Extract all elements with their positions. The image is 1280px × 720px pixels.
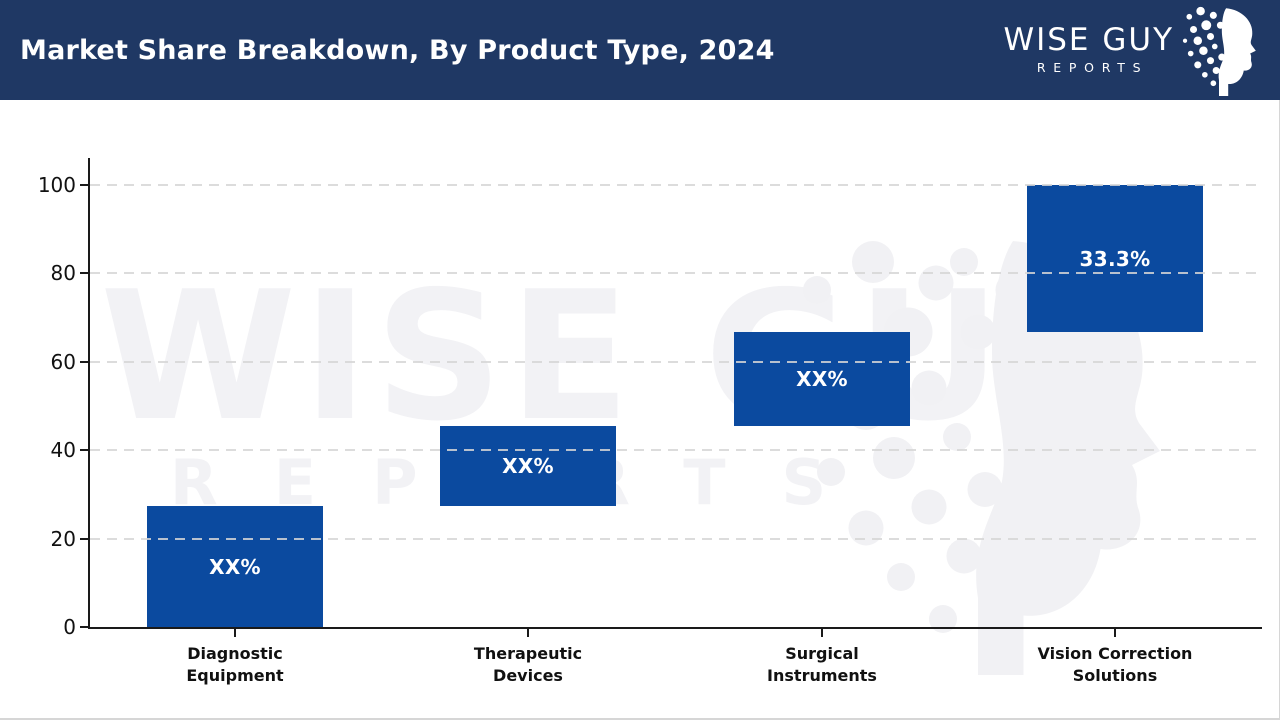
- y-tick-label: 60: [50, 349, 76, 374]
- y-tick-label: 0: [63, 615, 76, 639]
- x-tick-mark: [527, 629, 529, 637]
- bar-value-label: 33.3%: [1079, 246, 1151, 271]
- bar-value-label: XX%: [796, 367, 848, 391]
- bar: 33.3%: [1027, 185, 1203, 332]
- y-tick-mark: [80, 272, 88, 275]
- y-tick-label: 100: [37, 173, 76, 197]
- category-label: Diagnostic Equipment: [186, 644, 284, 685]
- y-tick-mark: [80, 360, 88, 363]
- bar: XX%: [147, 506, 323, 627]
- x-axis-line: [88, 627, 1262, 629]
- page-title: Market Share Breakdown, By Product Type,…: [20, 34, 775, 66]
- category-label: Therapeutic Devices: [473, 644, 583, 685]
- bar-value-label: XX%: [502, 454, 554, 478]
- brand-logo-text: WISE GUY REPORTS: [1003, 25, 1174, 75]
- gridline: [90, 360, 1262, 363]
- gridline: [90, 449, 1262, 452]
- x-tick-mark: [1114, 629, 1116, 637]
- y-tick-label: 20: [50, 526, 76, 551]
- y-tick-label: 40: [50, 438, 76, 463]
- category-label: Vision Correction Solutions: [1037, 644, 1193, 685]
- y-tick-mark: [80, 184, 88, 186]
- dotted-head-icon: [1182, 6, 1256, 96]
- x-tick-mark: [821, 629, 823, 637]
- bar: XX%: [734, 332, 910, 426]
- bottom-border: [0, 718, 1280, 720]
- y-axis-line: [88, 158, 90, 629]
- y-tick-mark: [80, 449, 88, 452]
- brand-subtitle: REPORTS: [1036, 60, 1149, 76]
- gridline: [90, 537, 1262, 540]
- category-label: Surgical Instruments: [767, 644, 877, 685]
- brand-logo: WISE GUY REPORTS: [1003, 4, 1270, 96]
- watermark-text: WISE GUY: [100, 253, 1142, 460]
- bar-value-label: XX%: [209, 554, 261, 579]
- y-tick-mark: [80, 626, 88, 628]
- y-tick-mark: [80, 537, 88, 540]
- gridline: [90, 184, 1262, 186]
- gridline: [90, 272, 1262, 275]
- x-tick-mark: [234, 629, 236, 637]
- y-tick-label: 80: [50, 261, 76, 286]
- brand-name: WISE GUY: [1003, 22, 1174, 59]
- header-bar: Market Share Breakdown, By Product Type,…: [0, 0, 1280, 100]
- bar: XX%: [440, 426, 616, 506]
